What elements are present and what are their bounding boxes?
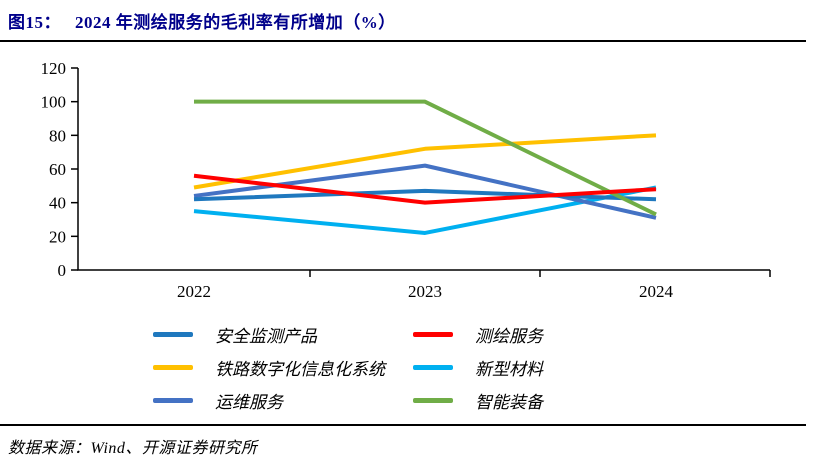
y-axis-label: 120 bbox=[41, 59, 67, 78]
legend-item: 智能装备 bbox=[413, 390, 543, 412]
line-chart: 0 20 40 60 80 100 120 2022 2023 2024 bbox=[41, 59, 771, 301]
legend-item: 测绘服务 bbox=[413, 324, 543, 346]
figure-label: 图15： bbox=[8, 13, 61, 32]
legend-swatch-icon bbox=[413, 398, 453, 403]
footer-divider-line bbox=[0, 424, 806, 426]
series-line-5 bbox=[194, 99, 657, 217]
series-line-0 bbox=[193, 188, 657, 202]
legend-swatch-icon bbox=[413, 365, 453, 370]
figure-title-text: 2024 年测绘服务的毛利率有所增加（%） bbox=[75, 13, 396, 32]
legend-label: 安全监测产品 bbox=[215, 327, 317, 346]
legend-item: 新型材料 bbox=[413, 357, 543, 379]
chart-legend: 安全监测产品 测绘服务铁路数字化信息化系统 新型材料运维服务 智能装备 bbox=[153, 324, 543, 412]
x-axis-label: 2024 bbox=[639, 282, 674, 301]
legend-label: 铁路数字化信息化系统 bbox=[215, 360, 385, 379]
legend-swatch-icon bbox=[153, 398, 193, 403]
series-line-3 bbox=[193, 185, 657, 235]
y-axis-label: 60 bbox=[49, 160, 66, 179]
x-axis-label: 2023 bbox=[408, 282, 442, 301]
legend-swatch-icon bbox=[153, 365, 193, 370]
legend-label: 智能装备 bbox=[475, 393, 543, 412]
series-line-1 bbox=[193, 173, 657, 205]
legend-item: 运维服务 bbox=[153, 390, 413, 412]
y-axis-label: 20 bbox=[49, 227, 66, 246]
legend-label: 新型材料 bbox=[475, 360, 543, 379]
y-axis-label: 80 bbox=[49, 126, 66, 145]
axis-lines bbox=[77, 68, 770, 271]
title-divider-line bbox=[0, 40, 806, 42]
legend-item: 铁路数字化信息化系统 bbox=[153, 357, 413, 379]
x-axis-label: 2022 bbox=[177, 282, 211, 301]
legend-label: 测绘服务 bbox=[475, 327, 543, 346]
figure-title: 图15： 2024 年测绘服务的毛利率有所增加（%） bbox=[8, 8, 396, 33]
y-axis-label: 0 bbox=[58, 261, 67, 280]
legend-label: 运维服务 bbox=[215, 393, 283, 412]
legend-item: 安全监测产品 bbox=[153, 324, 413, 346]
y-axis-label: 40 bbox=[49, 194, 66, 213]
legend-swatch-icon bbox=[413, 332, 453, 337]
y-axis-label: 100 bbox=[41, 93, 67, 112]
legend-swatch-icon bbox=[153, 332, 193, 337]
data-source-text: 数据来源：Wind、开源证券研究所 bbox=[8, 440, 258, 457]
series-line-2 bbox=[193, 133, 657, 190]
